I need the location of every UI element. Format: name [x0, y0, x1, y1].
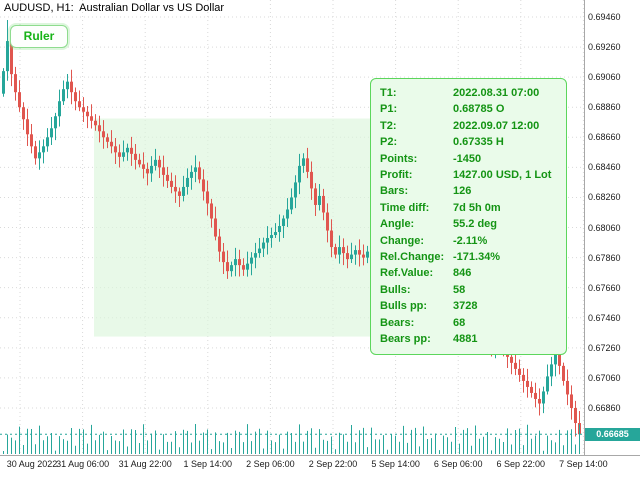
ruler-row-angle: Angle: 55.2 deg [380, 216, 562, 232]
ruler-row-label: Bulls: [380, 283, 411, 296]
ruler-row-ref-value: Ref.Value: 846 [380, 265, 562, 281]
price-axis-label: 0.66860 [588, 402, 621, 413]
ruler-row-value: 126 [453, 185, 472, 198]
ruler-row-change: Change: -2.11% [380, 233, 562, 249]
ruler-row-points: Points: -1450 [380, 151, 562, 167]
ruler-row-value: 2022.09.07 12:00 [453, 119, 540, 132]
ruler-row-value: 2022.08.31 07:00 [453, 87, 540, 99]
ruler-row-p2: P2: 0.67335 H [380, 134, 562, 150]
ruler-row-label: Angle: [380, 218, 415, 231]
ruler-row-label: T1: [380, 87, 397, 99]
ruler-row-label: Points: [380, 152, 418, 165]
price-axis-label: 0.67260 [588, 342, 621, 353]
ruler-row-bears: Bears: 68 [380, 315, 562, 331]
candlestick-chart[interactable] [0, 0, 584, 455]
ruler-row-value: 7d 5h 0m [453, 201, 501, 214]
ruler-row-label: P2: [380, 136, 398, 149]
ruler-row-value: 0.67335 H [453, 136, 504, 149]
time-axis-label: 31 Aug 22:00 [118, 459, 172, 469]
time-axis-separator [0, 455, 640, 456]
price-axis-label: 0.67660 [588, 282, 621, 293]
ruler-row-profit: Profit: 1427.00 USD, 1 Lot [380, 167, 562, 183]
current-price-badge: 0.66685 [585, 428, 640, 442]
price-axis-label: 0.68260 [588, 192, 621, 203]
ruler-row-time-diff: Time diff: 7d 5h 0m [380, 200, 562, 216]
ruler-button[interactable]: Ruler [10, 25, 68, 48]
price-axis-label: 0.68860 [588, 102, 621, 113]
price-axis-label: 0.69060 [588, 72, 621, 83]
ruler-row-value: -2.11% [453, 234, 488, 247]
ruler-row-label: Ref.Value: [380, 267, 434, 280]
ruler-row-label: Bars: [380, 185, 409, 198]
ruler-row-p1: P1: 0.68785 O [380, 101, 562, 117]
ruler-row-label: Bulls pp: [380, 300, 428, 313]
ruler-info-panel: T1: 2022.08.31 07:00 P1: 0.68785 O T2: 2022.0… [370, 78, 567, 355]
ruler-row-label: P1: [380, 103, 398, 116]
ruler-row-value: 1427.00 USD, 1 Lot [453, 169, 552, 182]
ruler-row-value: 846 [453, 267, 472, 280]
price-axis-label: 0.68460 [588, 162, 621, 173]
price-axis-label: 0.67060 [588, 372, 621, 383]
price-axis-label: 0.68660 [588, 132, 621, 143]
time-axis-label: 7 Sep 14:00 [559, 459, 608, 469]
ruler-row-bulls-pp: Bulls pp: 3728 [380, 298, 562, 314]
time-axis-label: 2 Sep 06:00 [246, 459, 295, 469]
time-axis-label: 5 Sep 14:00 [371, 459, 420, 469]
ruler-row-t1: T1: 2022.08.31 07:00 [380, 85, 562, 101]
ruler-row-value: 68 [453, 316, 466, 329]
price-axis-label: 0.68060 [588, 222, 621, 233]
ruler-row-bars: Bars: 126 [380, 183, 562, 199]
price-axis-label: 0.67460 [588, 312, 621, 323]
ruler-row-label: Time diff: [380, 201, 430, 214]
ruler-row-label: Change: [380, 234, 424, 247]
ruler-row-rel-change: Rel.Change: -171.34% [380, 249, 562, 265]
time-axis-label: 1 Sep 14:00 [183, 459, 233, 469]
price-axis-separator [584, 0, 585, 455]
ruler-row-bears-pp: Bears pp: 4881 [380, 331, 562, 347]
ruler-row-label: Profit: [380, 169, 413, 182]
time-axis-label: 30 Aug 2022 [6, 459, 58, 469]
time-axis-label: 6 Sep 06:00 [433, 459, 483, 469]
chart-title: AUDUSD, H1: Australian Dollar vs US Doll… [4, 2, 225, 14]
time-axis-label: 31 Aug 06:00 [56, 459, 110, 469]
ruler-row-bulls: Bulls: 58 [380, 282, 562, 298]
ruler-row-label: Bears pp: [380, 333, 431, 346]
ruler-row-label: Bears: [380, 316, 415, 329]
ruler-row-value: 4881 [453, 333, 478, 346]
price-axis-label: 0.67860 [588, 252, 621, 263]
ruler-row-value: -171.34% [453, 251, 501, 264]
ruler-row-t2: T2: 2022.09.07 12:00 [380, 118, 562, 134]
time-axis-label: 2 Sep 22:00 [308, 459, 358, 469]
price-axis-label: 0.69460 [588, 12, 621, 22]
ruler-row-value: 58 [453, 283, 466, 296]
time-axis-label: 6 Sep 22:00 [496, 459, 546, 469]
ruler-row-value: -1450 [453, 152, 482, 165]
ruler-row-label: Rel.Change: [380, 251, 445, 264]
ruler-row-label: T2: [380, 119, 397, 132]
ruler-row-value: 55.2 deg [453, 218, 498, 231]
ruler-row-value: 3728 [453, 300, 478, 313]
price-axis-label: 0.69260 [588, 42, 621, 53]
ruler-row-value: 0.68785 O [453, 103, 505, 116]
